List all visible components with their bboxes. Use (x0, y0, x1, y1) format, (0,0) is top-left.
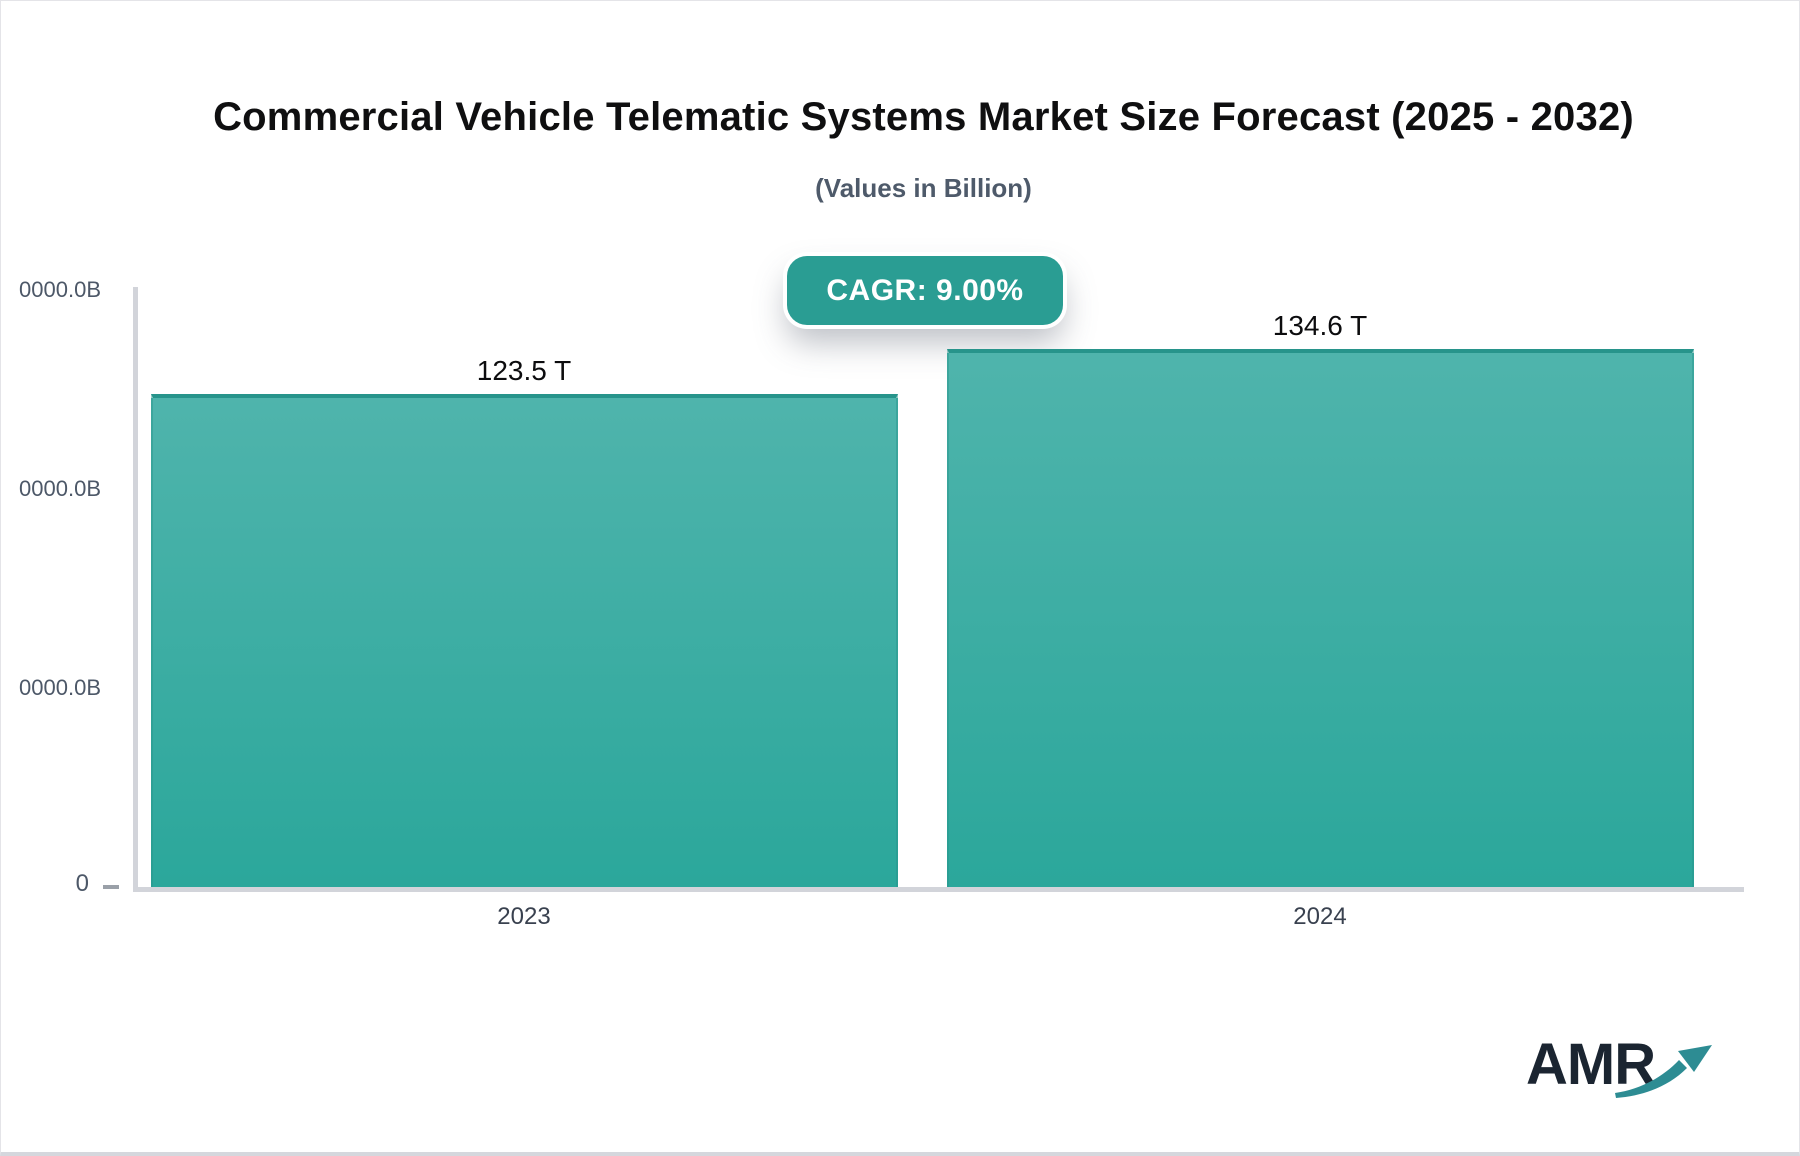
bar-value-label-2024: 134.6 T (1272, 310, 1368, 341)
cagr-badge: CAGR: 9.00% (787, 256, 1063, 325)
x-axis-label-2024: 2024 (1293, 903, 1347, 930)
y-axis-tick-label: 0000.0B (19, 476, 101, 501)
growth-arrow-icon (1615, 1045, 1712, 1098)
chart-subtitle: (Values in Billion) (815, 173, 1032, 203)
y-axis-tick-label: 0000.0B (19, 675, 101, 700)
x-axis-line (133, 887, 1744, 892)
bar-2023 (151, 394, 898, 887)
y-axis-zero-tick (103, 885, 119, 889)
x-axis-label-2023: 2023 (497, 903, 551, 930)
y-axis-tick-label: 0000.0B (19, 277, 101, 302)
y-axis-zero-label: 0 (75, 870, 89, 897)
chart-title: Commercial Vehicle Telematic Systems Mar… (213, 95, 1634, 139)
logo-text: AMR (1526, 1032, 1656, 1097)
y-axis-line (133, 287, 138, 891)
bar-2024 (947, 349, 1694, 887)
amr-logo: AMR (1526, 1031, 1756, 1116)
bar-value-label-2023: 123.5 T (476, 355, 572, 386)
